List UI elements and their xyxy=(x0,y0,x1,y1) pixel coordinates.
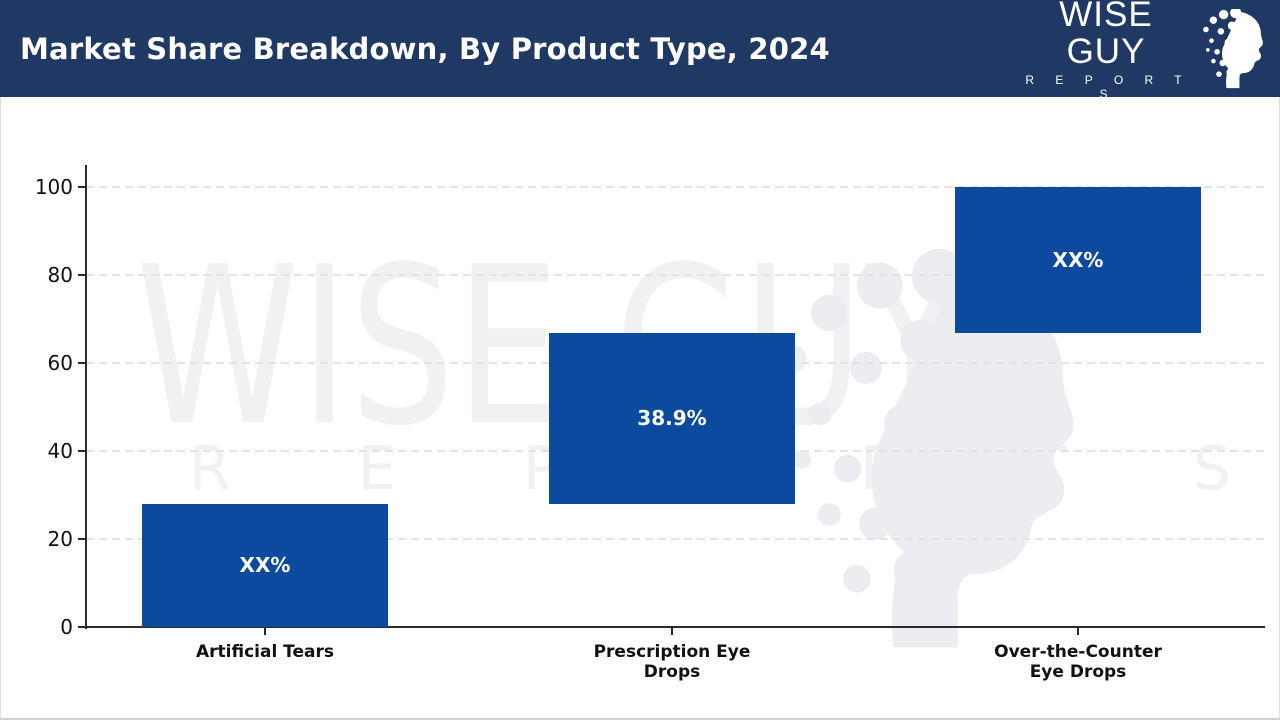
bottom-border xyxy=(0,718,1280,720)
y-tick-mark xyxy=(78,538,86,540)
bar-value-label: XX% xyxy=(239,553,291,578)
logo-wordmark-sub: R E P O R T S xyxy=(1025,72,1191,101)
x-category-label: Prescription Eye Drops xyxy=(532,642,812,682)
x-tick-mark xyxy=(264,627,266,635)
y-tick-mark xyxy=(78,362,86,364)
wise-guy-logo: WISE GUY R E P O R T S xyxy=(1016,0,1266,101)
y-gridline xyxy=(86,538,1264,540)
y-gridline xyxy=(86,274,1264,276)
x-tick-mark xyxy=(671,627,673,635)
y-tick-mark xyxy=(78,626,86,628)
y-tick-mark xyxy=(78,274,86,276)
y-tick-label: 20 xyxy=(47,527,73,551)
y-tick-mark xyxy=(78,450,86,452)
plot-area: 0 20 40 60 80 100 XX% Artificial Tears 38.9% Pres… xyxy=(1,97,1279,718)
x-category-label-line: Eye Drops xyxy=(1029,662,1127,682)
x-category-label: Artificial Tears xyxy=(125,642,405,662)
market-share-bar xyxy=(549,332,795,504)
logo-wordmark-main: WISE GUY xyxy=(1059,0,1153,71)
x-category-label-line: Over-the-Counter xyxy=(994,642,1162,662)
y-tick-label: 80 xyxy=(47,263,73,287)
y-axis-line xyxy=(85,165,87,629)
logo-face-icon xyxy=(1203,9,1263,89)
y-tick-label: 100 xyxy=(34,175,73,199)
logo-wordmark: WISE GUY R E P O R T S xyxy=(1016,0,1196,101)
y-gridline xyxy=(86,186,1264,188)
y-tick-label: 40 xyxy=(47,439,73,463)
x-tick-mark xyxy=(1077,627,1079,635)
chart-body: WISE GUY R E P O R T S 020406080100XX%Ar… xyxy=(0,97,1280,718)
market-share-bar xyxy=(142,503,388,627)
y-tick-label: 0 xyxy=(60,615,73,639)
x-category-label-line: Artificial Tears xyxy=(195,642,335,662)
x-axis-line xyxy=(85,626,1265,628)
bar-value-label: 38.9% xyxy=(637,406,707,431)
page-title: Market Share Breakdown, By Product Type,… xyxy=(20,31,830,66)
x-category-label: Over-the-Counter Eye Drops xyxy=(938,642,1218,682)
x-category-label-line: Drops xyxy=(643,662,701,682)
y-tick-label: 60 xyxy=(47,351,73,375)
x-category-label-line: Prescription Eye xyxy=(593,642,751,662)
bar-value-label: XX% xyxy=(1052,247,1104,272)
header-bar: Market Share Breakdown, By Product Type,… xyxy=(0,0,1280,101)
y-tick-mark xyxy=(78,186,86,188)
